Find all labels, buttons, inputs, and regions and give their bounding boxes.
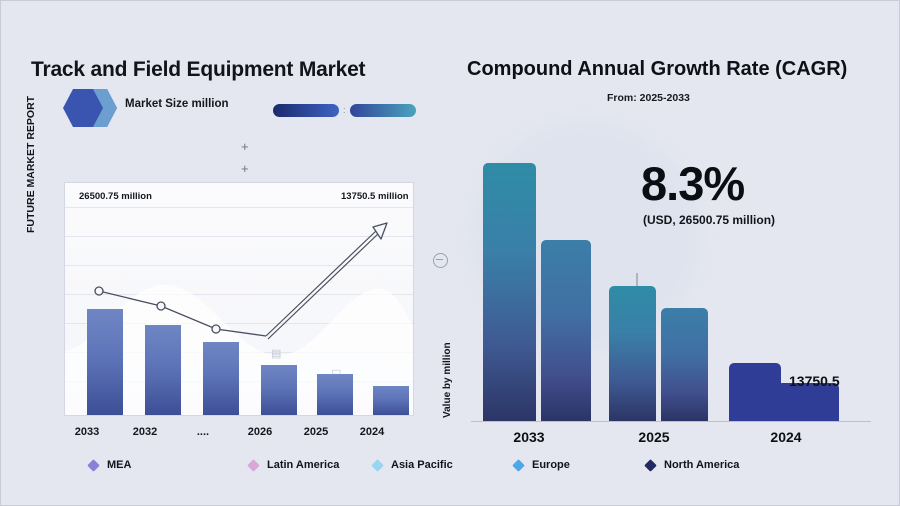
x-label-2033: 2033 bbox=[74, 426, 100, 438]
legend-item-north-america[interactable]: North America bbox=[644, 458, 740, 472]
legend-item-mea[interactable]: MEA bbox=[87, 458, 132, 472]
x-label-dots: .... bbox=[196, 426, 210, 438]
r-x-label-2033: 2033 bbox=[513, 429, 545, 445]
legend-item-asia-pacific[interactable]: Asia Pacific bbox=[371, 458, 453, 472]
legend-label: Asia Pacific bbox=[391, 459, 453, 471]
legend-label: Latin America bbox=[267, 459, 340, 471]
legend-marker-icon bbox=[371, 458, 384, 472]
left-chart-value-start: 26500.75 million bbox=[79, 191, 152, 202]
rbar-2033-primary bbox=[483, 163, 536, 421]
bar-2032 bbox=[145, 325, 181, 415]
x-label-2026: 2026 bbox=[247, 426, 273, 438]
legend-label: Europe bbox=[532, 459, 570, 471]
cagr-note: (USD, 26500.75 million) bbox=[643, 213, 776, 227]
rbar-2024-primary bbox=[729, 363, 781, 421]
bar-2024 bbox=[373, 386, 409, 415]
legend-label: MEA bbox=[107, 459, 132, 471]
cagr-value: 8.3% bbox=[641, 157, 745, 210]
legend-marker-icon bbox=[247, 458, 260, 472]
right-chart-data-label: 13750.5 bbox=[789, 373, 840, 389]
bar-dots bbox=[203, 342, 239, 415]
y-axis-label-left: FUTURE MARKET REPORT bbox=[25, 95, 37, 233]
rbar-2033-secondary bbox=[541, 240, 591, 421]
page-title: Track and Field Equipment Market bbox=[31, 58, 366, 81]
legend-pill-primary bbox=[273, 104, 339, 117]
plus-mark-1: + bbox=[241, 139, 249, 154]
right-chart-plot-area bbox=[471, 1, 871, 422]
rbar-2025-secondary bbox=[661, 308, 708, 421]
legend: MEA Latin America Asia Pacific Europe No… bbox=[1, 458, 899, 503]
pill-separator: : bbox=[343, 105, 346, 115]
circle-minus-icon bbox=[433, 253, 448, 268]
rbar-2025-primary bbox=[609, 286, 656, 421]
right-chart-baseline bbox=[471, 421, 871, 422]
bar-2033 bbox=[87, 309, 123, 415]
r-x-label-2024: 2024 bbox=[770, 429, 802, 445]
x-label-2025: 2025 bbox=[303, 426, 329, 438]
plus-mark-2: + bbox=[241, 161, 249, 176]
ghost-icon-1: ▤ bbox=[271, 348, 282, 360]
legend-marker-icon bbox=[512, 458, 525, 472]
legend-item-latin-america[interactable]: Latin America bbox=[247, 458, 340, 472]
legend-item-europe[interactable]: Europe bbox=[512, 458, 570, 472]
left-chart-value-end: 13750.5 million bbox=[341, 191, 409, 202]
left-chart-plot-area: ▤ ◱ bbox=[64, 182, 414, 416]
legend-marker-icon bbox=[644, 458, 657, 472]
bar-2026 bbox=[261, 365, 297, 415]
y-axis-label-right: Value by million bbox=[442, 342, 453, 418]
legend-pill-secondary bbox=[350, 104, 416, 117]
rbar-2024-secondary bbox=[777, 383, 839, 421]
cagr-subtitle: From: 2025-2033 bbox=[607, 92, 690, 104]
x-label-2032: 2032 bbox=[132, 426, 158, 438]
legend-label: North America bbox=[664, 459, 740, 471]
hexagon-logo-icon bbox=[63, 89, 117, 127]
bar-2025 bbox=[317, 374, 353, 415]
x-label-2024: 2024 bbox=[359, 426, 385, 438]
r-x-label-2025: 2025 bbox=[638, 429, 670, 445]
cagr-title: Compound Annual Growth Rate (CAGR) bbox=[467, 58, 848, 80]
trend-line-overlay bbox=[94, 222, 388, 340]
legend-marker-icon bbox=[87, 458, 100, 472]
brand-label: Market Size million bbox=[125, 98, 229, 110]
